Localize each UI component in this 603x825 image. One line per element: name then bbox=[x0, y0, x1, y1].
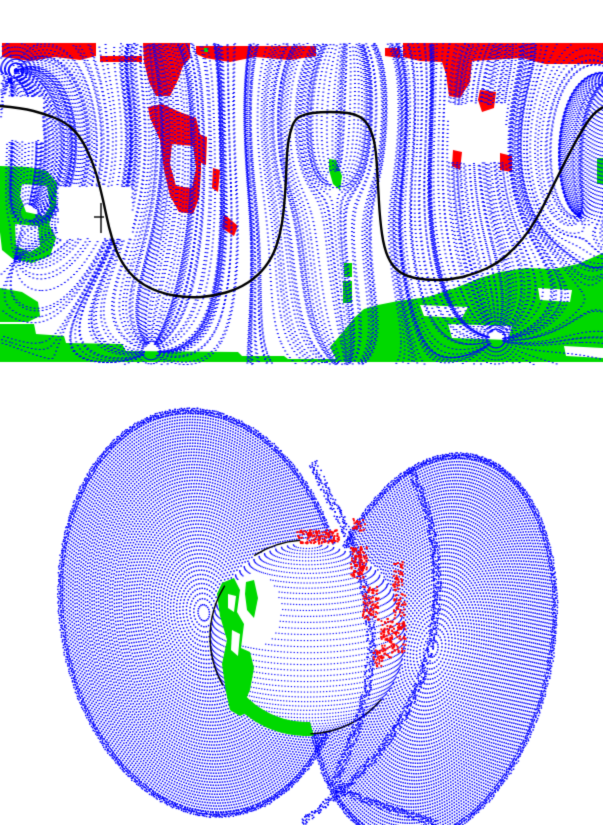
coronal-fieldline-figure bbox=[0, 0, 603, 825]
fieldline-figure-canvas bbox=[0, 0, 603, 825]
